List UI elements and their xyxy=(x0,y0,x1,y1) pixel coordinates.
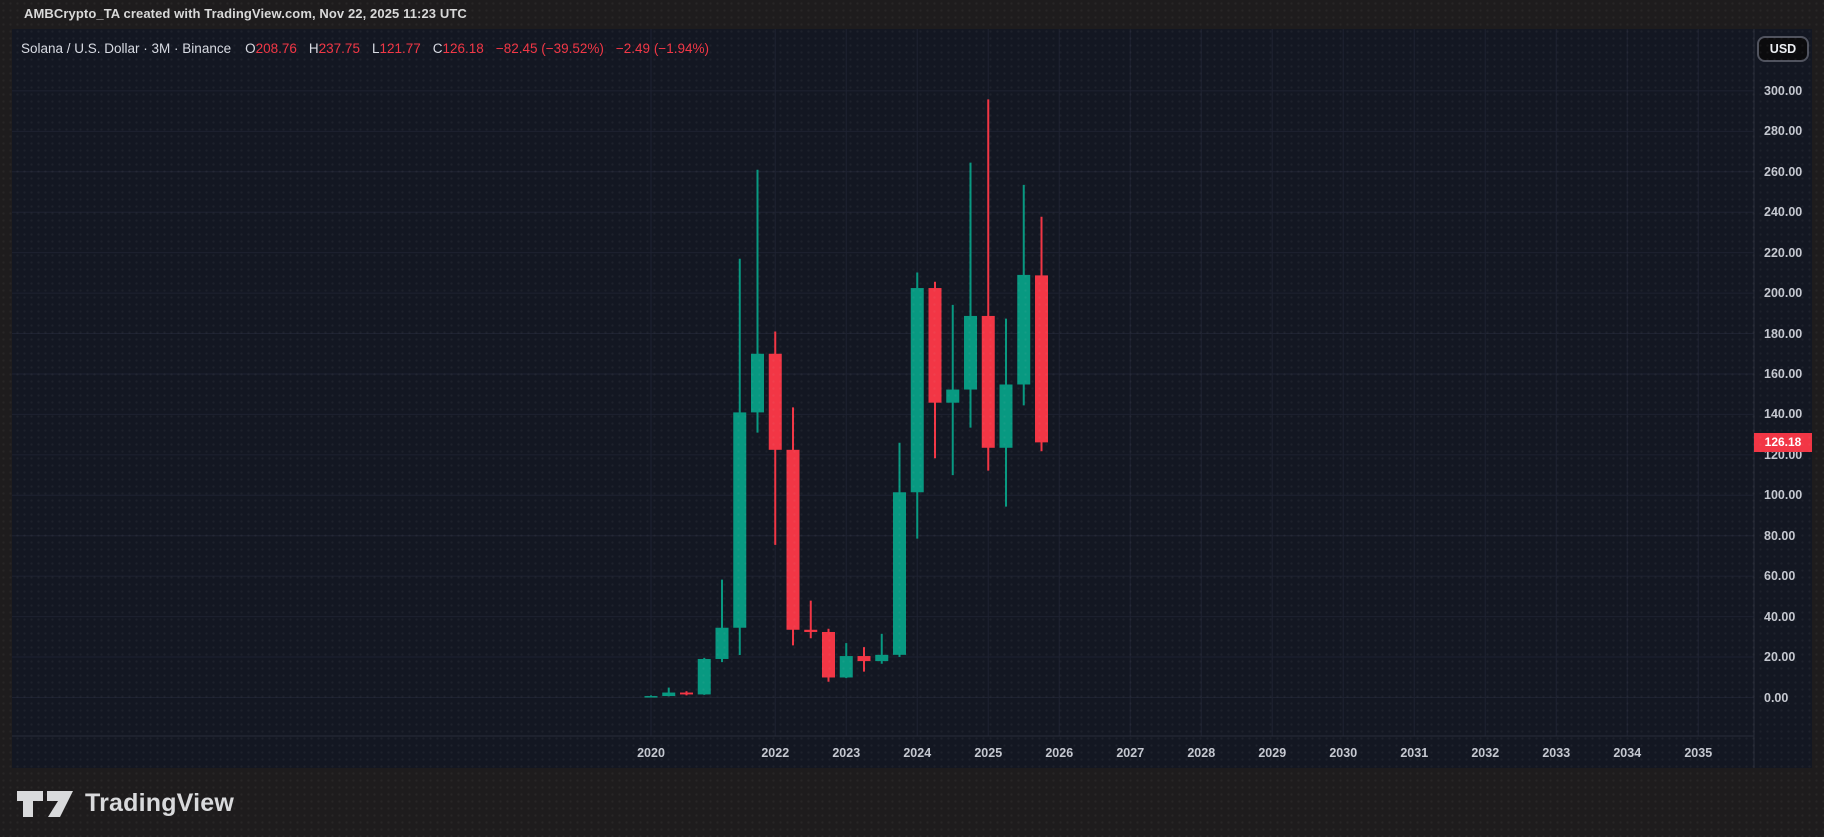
time-tick-label: 2029 xyxy=(1258,746,1287,760)
price-tick-label: 80.00 xyxy=(1764,528,1796,543)
candle-body-2024-Q4 xyxy=(964,315,977,390)
price-tick-label: 280.00 xyxy=(1764,124,1803,139)
time-tick-label: 2025 xyxy=(974,746,1003,760)
time-tick-label: 2031 xyxy=(1400,746,1429,760)
price-tick-label: 160.00 xyxy=(1764,366,1803,381)
footer-bar: TradingView xyxy=(0,768,1824,837)
time-tick-label: 2035 xyxy=(1684,746,1713,760)
price-tick-label: 40.00 xyxy=(1764,609,1796,624)
price-tick-label: 0.00 xyxy=(1764,690,1789,705)
price-tick-label: 200.00 xyxy=(1764,286,1803,301)
tradingview-wordmark: TradingView xyxy=(85,789,235,817)
candle-body-2024-Q1 xyxy=(910,288,924,493)
tradingview-logo-icon xyxy=(17,791,73,817)
time-tick-label: 2027 xyxy=(1116,746,1145,760)
price-tick-label: 300.00 xyxy=(1764,83,1803,98)
time-tick-label: 2033 xyxy=(1542,746,1571,760)
price-change: −82.45 (−39.52%) xyxy=(495,41,604,56)
attribution-text: AMBCrypto_TA created with TradingView.co… xyxy=(24,6,467,21)
candle-body-2024-Q3 xyxy=(946,389,960,403)
candle-body-2020-Q4 xyxy=(680,692,693,695)
price-tick-label: 220.00 xyxy=(1764,245,1803,260)
time-tick-label: 2030 xyxy=(1329,746,1358,760)
candle-body-2021-Q2 xyxy=(715,627,729,659)
time-tick-label: 2020 xyxy=(637,746,665,760)
time-axis[interactable]: 2020 2022 2023 2024 2025 2026 2027 2028 2029 2030… xyxy=(12,736,1754,768)
candlestick-chart[interactable] xyxy=(12,29,1812,768)
ohlc-o: O208.76 xyxy=(245,41,297,56)
price-tick-label: 20.00 xyxy=(1764,650,1796,665)
candle-body-2024-Q2 xyxy=(928,288,942,403)
candle-body-2025-Q3 xyxy=(1017,274,1031,385)
time-tick-label: 2022 xyxy=(761,746,790,760)
candle-body-2023-Q1 xyxy=(839,656,853,678)
currency-button-label: USD xyxy=(1769,42,1797,56)
last-price-label: 126.18 xyxy=(1754,432,1812,452)
time-tick-label: 2032 xyxy=(1471,746,1500,760)
candle-body-2021-Q3 xyxy=(733,412,747,628)
candle-body-2023-Q4 xyxy=(893,492,906,655)
symbol-title: Solana / U.S. Dollar · 3M · Binance xyxy=(21,41,232,56)
time-tick-label: 2034 xyxy=(1613,746,1642,760)
ohlc-c: C126.18 xyxy=(432,41,484,56)
price-tick-label: 180.00 xyxy=(1764,326,1803,341)
price-change: −2.49 (−1.94%) xyxy=(615,41,709,56)
price-tick-label: 240.00 xyxy=(1764,205,1803,220)
candle-body-2023-Q3 xyxy=(875,654,889,662)
ohlc-values: O208.76 H237.75 L121.77 C126.18 xyxy=(245,41,496,56)
candle-body-2025-Q1 xyxy=(981,315,995,448)
price-tick-label: 260.00 xyxy=(1764,164,1803,179)
time-tick-label: 2026 xyxy=(1045,746,1074,760)
candle-body-2023-Q2 xyxy=(857,656,871,662)
price-tick-label: 60.00 xyxy=(1764,569,1796,584)
time-tick-label: 2023 xyxy=(832,746,861,760)
tradingview-logo[interactable]: TradingView xyxy=(14,786,234,820)
price-tick-label: 140.00 xyxy=(1764,407,1803,422)
ohlc-l: L121.77 xyxy=(371,41,421,56)
time-tick-label: 2028 xyxy=(1187,746,1216,760)
candle-body-2021-Q1 xyxy=(697,658,711,695)
change-values: −82.45 (−39.52%) −2.49 (−1.94%) xyxy=(496,41,721,56)
symbol-legend: Solana / U.S. Dollar · 3M · Binance O208… xyxy=(21,40,721,57)
price-axis[interactable]: 0.00 20.00 40.00 60.00 80.00 100.00 120.00 140.… xyxy=(1754,29,1812,736)
candle-body-2025-Q2 xyxy=(999,384,1013,448)
candle-body-2022-Q1 xyxy=(768,353,782,450)
attribution-bar: AMBCrypto_TA created with TradingView.co… xyxy=(0,0,1824,29)
ohlc-h: H237.75 xyxy=(308,41,360,56)
candle-body-2020-Q3 xyxy=(662,692,676,697)
time-tick-label: 2024 xyxy=(903,746,932,760)
candle-body-2020-Q2 xyxy=(644,696,658,698)
currency-button[interactable]: USD xyxy=(1757,36,1809,62)
candle-body-2022-Q3 xyxy=(804,629,818,632)
candle-body-2022-Q4 xyxy=(822,631,835,678)
candle-body-2021-Q4 xyxy=(751,353,764,413)
price-tick-label: 100.00 xyxy=(1764,488,1803,503)
candle-body-2025-Q4 xyxy=(1035,275,1048,443)
chart-panel: Solana / U.S. Dollar · 3M · Binance O208… xyxy=(12,29,1812,768)
last-price-value: 126.18 xyxy=(1764,435,1802,450)
candle-body-2022-Q2 xyxy=(786,449,800,630)
